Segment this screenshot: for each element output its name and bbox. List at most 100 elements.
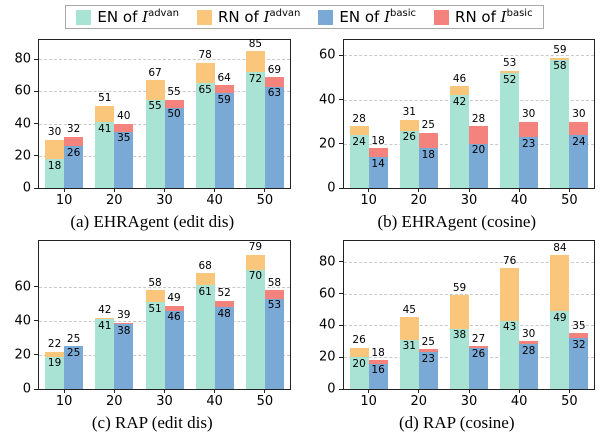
bar-rn-segment <box>114 123 134 132</box>
bar-en-label: 23 <box>522 137 536 150</box>
bar-en-segment <box>550 311 570 389</box>
x-tick-mark <box>368 188 370 192</box>
gridline <box>39 59 290 61</box>
x-tick-label: 20 <box>106 193 123 208</box>
legend-prefix: EN of <box>339 8 380 26</box>
plot-b: 0 20 40 60 10 28 24 18 14 20 31 26 25 18 30 46 42 28 20 40 5… <box>319 39 595 208</box>
bar-en-segment <box>500 73 520 188</box>
bar-en-label: 28 <box>522 344 536 357</box>
bar-en-label: 18 <box>421 148 435 161</box>
bar-rn-segment <box>95 105 115 123</box>
bar-rn-segment <box>114 322 134 325</box>
bar-en-segment <box>450 328 469 389</box>
y-tick-mark <box>338 54 343 56</box>
bar-rn-segment <box>519 341 539 345</box>
bar-en-segment <box>569 135 589 188</box>
bar-en-label: 50 <box>167 108 181 121</box>
x-tick-label: 30 <box>156 193 173 208</box>
y-tick-label: 40 <box>14 313 31 329</box>
y-tick-mark <box>338 388 343 390</box>
bar-rn-segment <box>195 273 215 286</box>
bar-rn-segment <box>399 119 419 131</box>
bar-en-segment <box>45 356 65 389</box>
bar-rn-segment <box>145 290 165 303</box>
caption-d: (d) RAP (cosine) <box>398 413 515 432</box>
y-tick-label: 60 <box>14 83 31 99</box>
bar-rn-segment <box>45 351 65 357</box>
bar-en-segment <box>399 130 419 188</box>
x-tick-label: 50 <box>256 394 274 409</box>
legend-prefix: EN of <box>97 8 138 26</box>
bar-en-label: 35 <box>117 132 131 145</box>
bar-en-label: 63 <box>267 87 282 100</box>
bar-en-label: 53 <box>267 299 282 312</box>
y-tick-mark <box>34 388 38 390</box>
bar-total-label: 30 <box>522 327 536 340</box>
bar-en-segment <box>264 86 284 188</box>
y-tick-label: 20 <box>14 347 31 363</box>
bar-en-segment <box>418 352 438 389</box>
bar-en-label: 26 <box>471 348 486 361</box>
bar-total-label: 45 <box>402 303 416 316</box>
bar-rn-segment <box>469 126 488 144</box>
bar-en-label: 48 <box>217 307 231 320</box>
math-symbol: I <box>384 8 391 26</box>
y-tick-mark <box>34 58 38 60</box>
bar-total-label: 69 <box>267 63 282 76</box>
bar-total-label: 39 <box>117 309 131 322</box>
bar-rn-segment <box>264 290 284 299</box>
bar-rn-segment <box>214 85 234 94</box>
y-tick-mark <box>338 261 343 263</box>
bar-rn-segment <box>349 347 369 358</box>
y-tick-mark <box>338 293 343 295</box>
x-tick-label: 40 <box>206 193 223 208</box>
bar-en-label: 38 <box>117 324 131 337</box>
x-tick-mark <box>214 389 216 393</box>
bar-en-segment <box>164 107 184 188</box>
y-tick-label: 0 <box>327 180 336 196</box>
bar-en-segment <box>349 357 369 389</box>
legend-label-en-basic: EN of Ibasic <box>339 8 416 26</box>
y-tick-label: 20 <box>14 148 31 164</box>
bar-en-segment <box>114 131 134 188</box>
x-tick-mark <box>368 389 370 393</box>
x-tick-label: 10 <box>55 394 73 409</box>
bar-total-label: 22 <box>47 338 62 351</box>
bar-en-segment <box>550 59 570 188</box>
y-tick-mark <box>34 286 38 288</box>
bar-rn-segment <box>399 317 419 340</box>
bar-total-label: 52 <box>217 287 231 300</box>
gridline <box>39 286 290 288</box>
bar-en-label: 20 <box>471 144 486 157</box>
plot-d: 0 20 40 60 80 10 26 20 18 16 20 45 31 25 23 30 59 38 27 26 4… <box>319 240 595 409</box>
bar-total-label: 76 <box>503 254 517 267</box>
bar-total-label: 67 <box>148 66 162 79</box>
bar-en-segment <box>519 137 539 188</box>
y-tick-mark <box>338 187 343 189</box>
x-tick-label: 30 <box>460 394 478 409</box>
charts-grid: 0 20 40 60 80 10 30 18 32 26 20 51 41 40 35 30 67 55 55 50 4… <box>6 39 603 437</box>
x-tick-mark <box>164 188 165 192</box>
y-tick-mark <box>338 143 343 145</box>
bar-en-segment <box>469 347 488 389</box>
bar-en-segment <box>114 324 134 389</box>
figure: EN of Iadvan RN of Iadvan EN of Ibasic R… <box>6 5 603 437</box>
x-tick-mark <box>113 188 115 192</box>
y-tick-label: 0 <box>327 381 336 397</box>
x-tick-mark <box>264 188 266 192</box>
bar-total-label: 79 <box>248 241 263 254</box>
bar-en-segment <box>399 339 419 389</box>
bar-en-label: 49 <box>553 311 567 324</box>
bar-en-segment <box>45 159 65 188</box>
caption-c: (c) RAP (edit dis) <box>91 413 213 432</box>
bar-total-label: 59 <box>452 281 467 294</box>
bar-rn-segment <box>64 136 84 147</box>
y-tick-label: 20 <box>318 349 336 365</box>
x-tick-label: 10 <box>360 394 377 409</box>
bar-rn-segment <box>500 268 520 321</box>
legend-item-en-basic: EN of Ibasic <box>318 8 416 26</box>
bar-en-segment <box>145 99 165 188</box>
bar-rn-segment <box>164 305 184 311</box>
bar-rn-segment <box>264 77 284 87</box>
bar-rn-segment <box>418 132 438 149</box>
